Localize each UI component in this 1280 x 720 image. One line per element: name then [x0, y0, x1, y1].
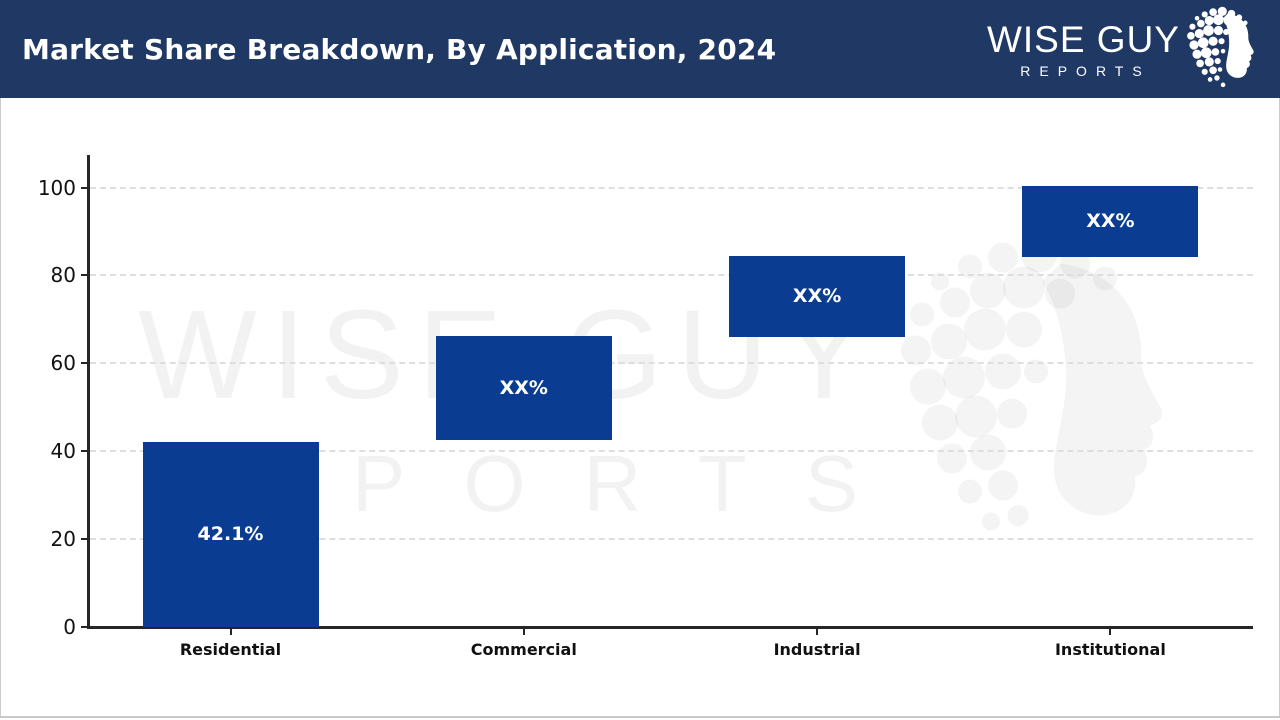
bar-institutional: XX% [1022, 186, 1199, 257]
x-category-label-institutional: Institutional [1054, 640, 1166, 659]
bar-value-label-commercial: XX% [499, 376, 548, 399]
bar-value-label-institutional: XX% [1086, 210, 1135, 233]
x-tick-mark-industrial [816, 628, 819, 635]
x-tick-mark-residential [229, 628, 232, 635]
gridline-40 [90, 450, 1253, 453]
logo-text-block: WISE GUY REPORTS [987, 20, 1180, 80]
y-tick-label-20: 20 [50, 527, 76, 552]
x-category-label-commercial: Commercial [470, 640, 577, 659]
x-axis-line [89, 626, 1253, 629]
logo-reports-text: REPORTS [1020, 63, 1151, 79]
header-bar: Market Share Breakdown, By Application, … [0, 0, 1280, 98]
gridline-100 [90, 186, 1253, 189]
gridline-20 [90, 538, 1253, 541]
bar-value-label-residential: 42.1% [197, 523, 264, 546]
y-tick-label-100: 100 [37, 175, 76, 200]
x-category-label-residential: Residential [179, 640, 282, 659]
y-tick-label-80: 80 [50, 263, 76, 288]
page-edge-bottom [0, 716, 1280, 718]
watermark-head-icon [901, 236, 1162, 531]
x-tick-mark-commercial [522, 628, 525, 635]
y-tick-label-60: 60 [50, 351, 76, 376]
bar-industrial: XX% [729, 256, 906, 337]
watermark-ports-text: PORTS [352, 439, 917, 528]
bar-residential: 42.1% [142, 442, 319, 627]
x-tick-mark-institutional [1109, 628, 1112, 635]
logo-head-icon [1187, 6, 1254, 88]
y-tick-label-40: 40 [50, 439, 76, 464]
y-tick-mark-80 [81, 274, 89, 277]
logo-brand-text: WISE GUY [986, 19, 1180, 60]
y-tick-label-0: 0 [63, 615, 76, 639]
bar-commercial: XX% [435, 335, 612, 440]
y-tick-mark-60 [81, 362, 89, 365]
y-axis-line [87, 155, 90, 629]
x-category-label-industrial: Industrial [773, 640, 861, 659]
y-tick-mark-100 [81, 186, 89, 189]
y-tick-mark-40 [81, 450, 89, 453]
plot-area: 0 20 40 60 80 100 42.1% Residential XX% Commercia… [0, 98, 1280, 720]
chart-title: Market Share Breakdown, By Application, … [22, 32, 777, 66]
gridline-80 [90, 274, 1253, 277]
page-edge-left [0, 98, 1, 716]
y-tick-mark-20 [81, 538, 89, 541]
wiseguy-logo: WISE GUY REPORTS [987, 6, 1266, 94]
bar-value-label-industrial: XX% [792, 285, 842, 308]
gridline-60 [90, 362, 1253, 365]
y-tick-mark-0 [81, 626, 89, 628]
